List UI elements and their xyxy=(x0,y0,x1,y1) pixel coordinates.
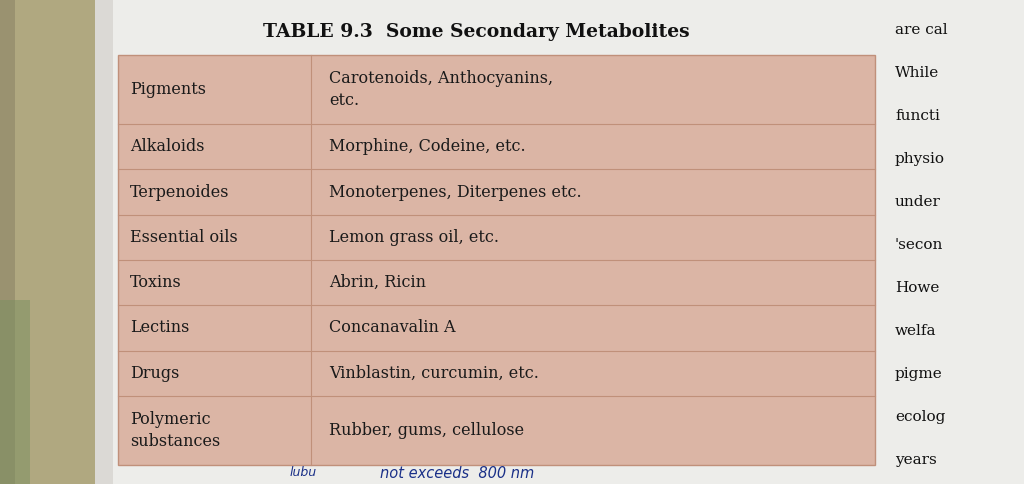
Text: Toxins: Toxins xyxy=(130,274,181,291)
Text: Carotenoids, Anthocyanins,
etc.: Carotenoids, Anthocyanins, etc. xyxy=(329,70,553,109)
Text: Morphine, Codeine, etc.: Morphine, Codeine, etc. xyxy=(329,138,525,155)
Text: Lemon grass oil, etc.: Lemon grass oil, etc. xyxy=(329,229,499,246)
Text: Essential oils: Essential oils xyxy=(130,229,238,246)
Text: Polymeric
substances: Polymeric substances xyxy=(130,411,220,450)
Text: years: years xyxy=(895,453,937,467)
Text: functi: functi xyxy=(895,109,940,123)
Text: Alkaloids: Alkaloids xyxy=(130,138,205,155)
Text: Drugs: Drugs xyxy=(130,365,179,382)
Bar xyxy=(95,0,113,484)
Text: Pigments: Pigments xyxy=(130,81,206,98)
Text: Concanavalin A: Concanavalin A xyxy=(329,319,456,336)
Bar xyxy=(0,0,95,484)
Text: are cal: are cal xyxy=(895,23,947,37)
Text: physio: physio xyxy=(895,152,945,166)
Text: ecolog: ecolog xyxy=(895,410,945,424)
Text: Terpenoides: Terpenoides xyxy=(130,183,229,200)
Text: Howe: Howe xyxy=(895,281,939,295)
Text: Monoterpenes, Diterpenes etc.: Monoterpenes, Diterpenes etc. xyxy=(329,183,582,200)
Text: lubu: lubu xyxy=(290,467,317,480)
Text: Vinblastin, curcumin, etc.: Vinblastin, curcumin, etc. xyxy=(329,365,539,382)
Bar xyxy=(0,300,30,484)
Text: under: under xyxy=(895,195,941,209)
Text: not exceeds  800 nm: not exceeds 800 nm xyxy=(380,466,535,481)
Text: Rubber, gums, cellulose: Rubber, gums, cellulose xyxy=(329,422,524,439)
Bar xyxy=(118,55,874,465)
Text: 'secon: 'secon xyxy=(895,238,943,252)
Text: Abrin, Ricin: Abrin, Ricin xyxy=(329,274,426,291)
Bar xyxy=(0,0,15,484)
Text: Lectins: Lectins xyxy=(130,319,189,336)
Text: While: While xyxy=(895,66,939,80)
Text: welfa: welfa xyxy=(895,324,937,338)
Text: TABLE 9.3  Some Secondary Metabolites: TABLE 9.3 Some Secondary Metabolites xyxy=(263,23,690,41)
Text: pigme: pigme xyxy=(895,367,943,381)
